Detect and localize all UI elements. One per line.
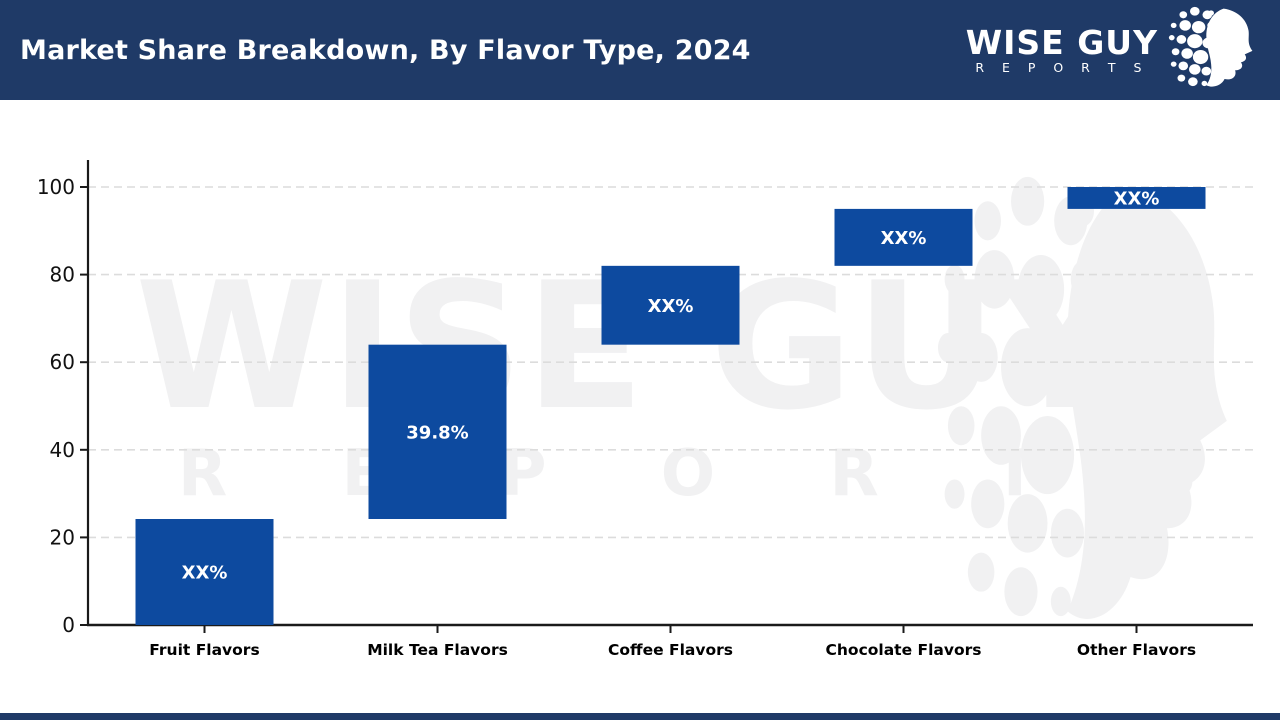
logo-subtext: R E P O R T S bbox=[975, 59, 1149, 75]
logo-wordmark-block: WISE GUY R E P O R T S bbox=[966, 26, 1158, 75]
wiseguy-face-icon bbox=[1166, 6, 1262, 94]
bar-segment bbox=[135, 519, 274, 625]
bar-label: XX% bbox=[881, 228, 927, 249]
bar-segment bbox=[1067, 187, 1206, 209]
category-label: Fruit Flavors bbox=[149, 641, 259, 659]
header-bar: Market Share Breakdown, By Flavor Type, … bbox=[0, 0, 1280, 100]
logo-wordmark: WISE GUY bbox=[965, 22, 1158, 62]
y-tick-label: 60 bbox=[50, 350, 75, 374]
bar-segment bbox=[834, 208, 973, 266]
category-label: Coffee Flavors bbox=[608, 641, 733, 659]
bar-label: XX% bbox=[1114, 188, 1160, 209]
y-tick-label: 40 bbox=[50, 438, 75, 462]
brand-logo: WISE GUY R E P O R T S bbox=[966, 6, 1262, 94]
y-tick-label: 100 bbox=[37, 175, 75, 199]
chart-area: WISE GUY R E P O R T S 0 20 40 60 80 100 XX% Fr… bbox=[0, 100, 1280, 713]
y-tick-label: 0 bbox=[62, 613, 75, 637]
bar-segment bbox=[601, 265, 740, 345]
y-tick-label: 80 bbox=[50, 263, 75, 287]
bar-label: 39.8% bbox=[406, 422, 468, 443]
bar-label: XX% bbox=[648, 296, 694, 317]
y-tick-label: 20 bbox=[50, 525, 75, 549]
category-label: Chocolate Flavors bbox=[826, 641, 982, 659]
footer-bar bbox=[0, 713, 1280, 720]
bar-label: XX% bbox=[182, 563, 228, 584]
category-label: Other Flavors bbox=[1077, 641, 1196, 659]
page-title: Market Share Breakdown, By Flavor Type, … bbox=[20, 34, 751, 66]
bar-segment bbox=[368, 344, 507, 520]
waterfall-chart: 0 20 40 60 80 100 XX% Fruit Flavors 39.8% Milk Te… bbox=[37, 160, 1253, 659]
category-label: Milk Tea Flavors bbox=[367, 641, 508, 659]
